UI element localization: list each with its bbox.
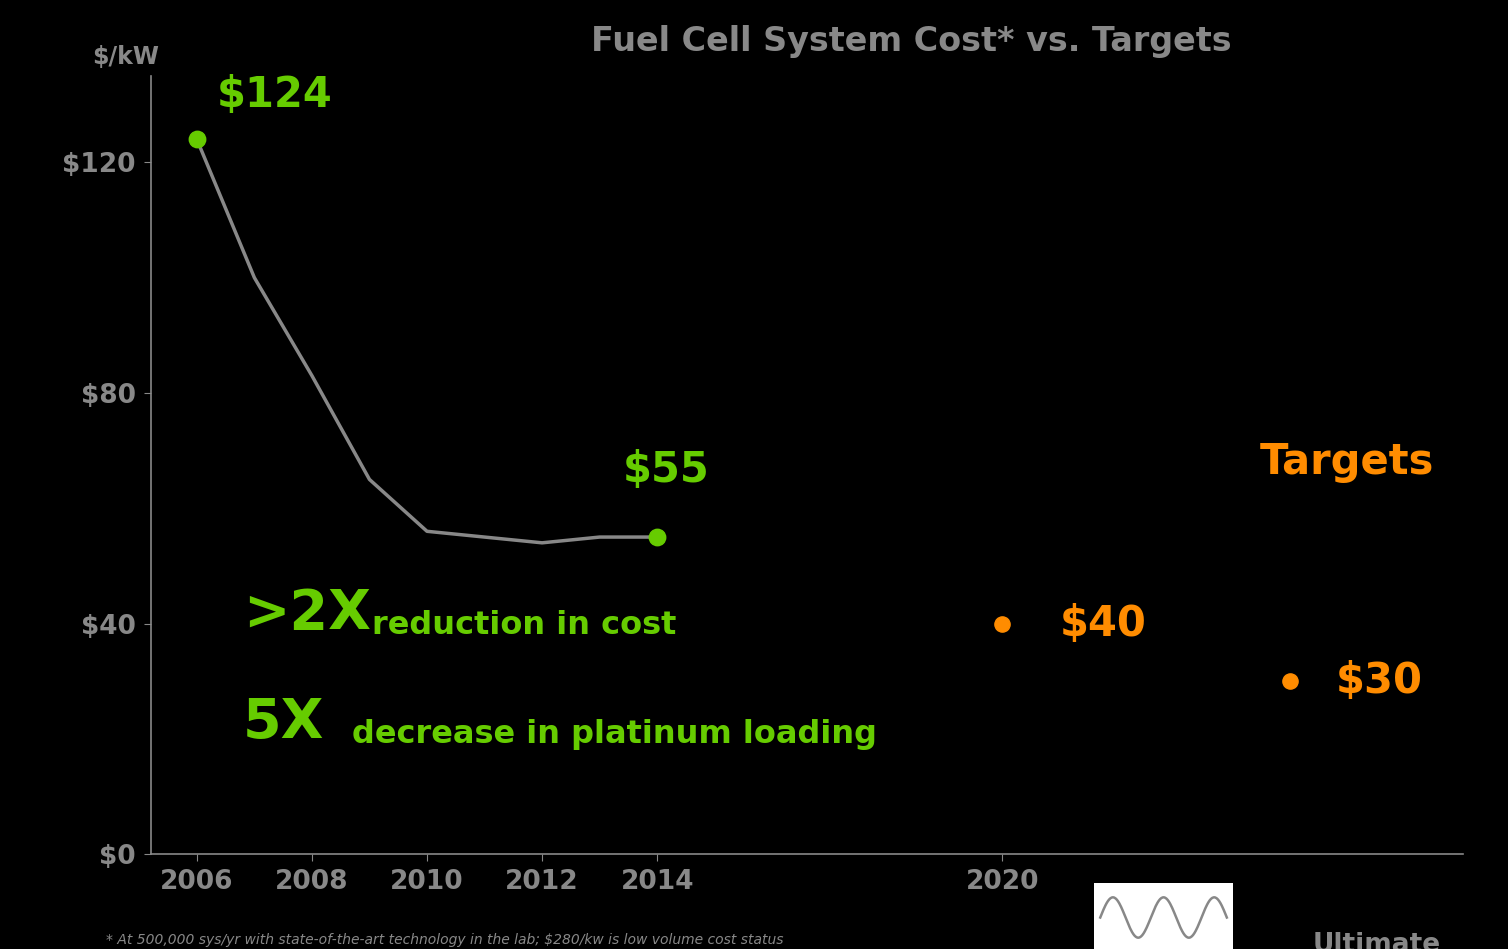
Text: $40: $40 [1060, 603, 1148, 644]
Text: $30: $30 [1336, 661, 1424, 702]
Point [645, 530, 670, 545]
Point [991, 616, 1015, 631]
Text: decrease in platinum loading: decrease in platinum loading [353, 719, 878, 751]
Title: Fuel Cell System Cost* vs. Targets: Fuel Cell System Cost* vs. Targets [591, 25, 1232, 58]
Text: Targets: Targets [1259, 441, 1434, 483]
Text: $124: $124 [217, 74, 333, 117]
Bar [1095, 883, 1232, 949]
Point [185, 132, 210, 147]
Text: >2X: >2X [243, 586, 371, 641]
Point [1279, 674, 1303, 689]
Text: * At 500,000 sys/yr with state-of-the-art technology in the lab; $280/kw is low : * At 500,000 sys/yr with state-of-the-ar… [106, 933, 783, 947]
Text: reduction in cost: reduction in cost [372, 610, 677, 641]
Text: $/kW: $/kW [92, 45, 158, 68]
Text: $55: $55 [623, 449, 709, 491]
Text: 5X: 5X [243, 697, 324, 751]
Text: Ultimate: Ultimate [1312, 932, 1440, 949]
